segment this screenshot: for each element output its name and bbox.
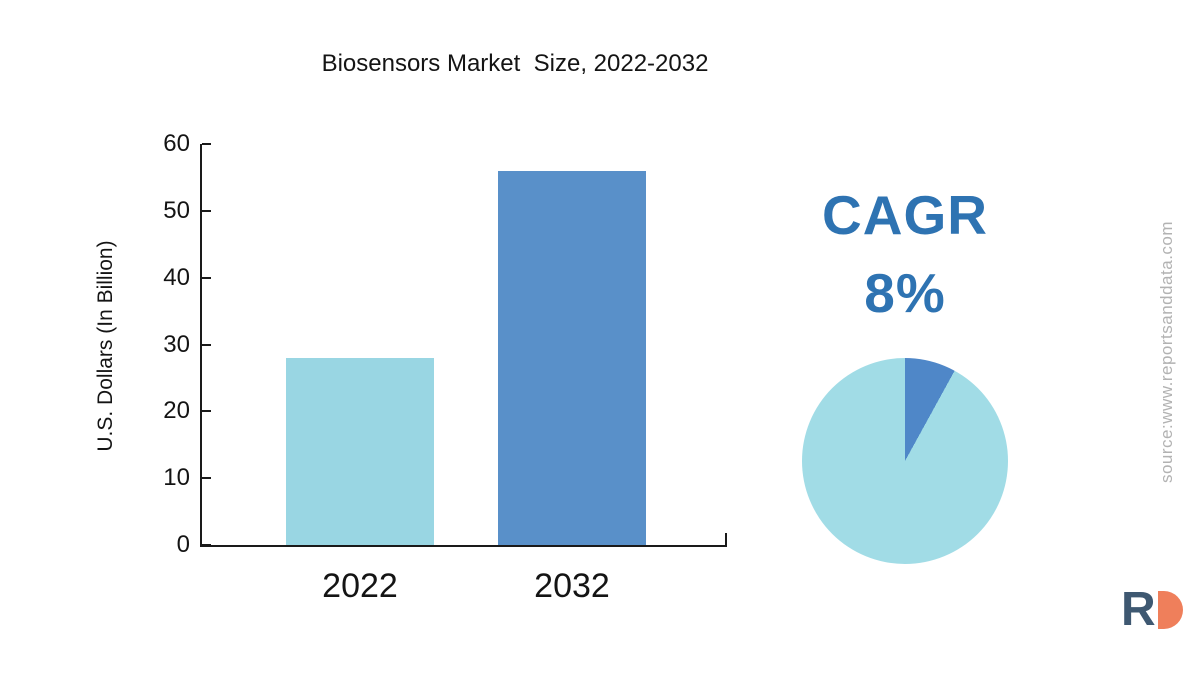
x-tick-label-2032: 2032 (534, 567, 610, 605)
y-tick-label-20: 20 (163, 397, 190, 425)
y-tick-mark-50 (202, 209, 211, 212)
x-axis-end-tick (725, 533, 727, 545)
y-tick-label-0: 0 (176, 531, 190, 558)
chart-title: Biosensors Market Size, 2022-2032 (321, 50, 709, 77)
y-tick-mark-10 (202, 477, 211, 480)
y-tick-label-30: 30 (163, 330, 190, 358)
cagr-value: 8% (864, 262, 946, 325)
y-tick-label-60: 60 (163, 130, 190, 157)
logo-letter-r: R (1121, 583, 1156, 636)
brand-logo: R (1121, 583, 1183, 636)
cagr-annotation: CAGR 8% (793, 176, 1017, 332)
y-tick-mark-30 (202, 343, 211, 346)
y-tick-mark-60 (202, 143, 211, 145)
x-tick-label-2022: 2022 (322, 567, 398, 605)
pie-chart (802, 358, 1008, 564)
y-tick-mark-0 (202, 544, 211, 546)
y-tick-label-40: 40 (163, 263, 190, 291)
bar-2022 (286, 357, 434, 545)
y-tick-mark-20 (202, 410, 211, 413)
y-tick-mark-40 (202, 276, 211, 279)
y-axis-title: U.S. Dollars (In Billion) (94, 240, 117, 452)
bar-chart-plot-area: 0 10 20 30 40 50 60 2022 2032 (163, 132, 727, 605)
bar-2032 (498, 170, 646, 545)
y-tick-label-50: 50 (163, 196, 190, 224)
source-note: source:www.reportsanddata.com (1157, 220, 1176, 484)
logo-half-disc-icon (1157, 591, 1183, 629)
y-tick-label-10: 10 (163, 464, 190, 492)
cagr-label: CAGR (822, 184, 988, 246)
